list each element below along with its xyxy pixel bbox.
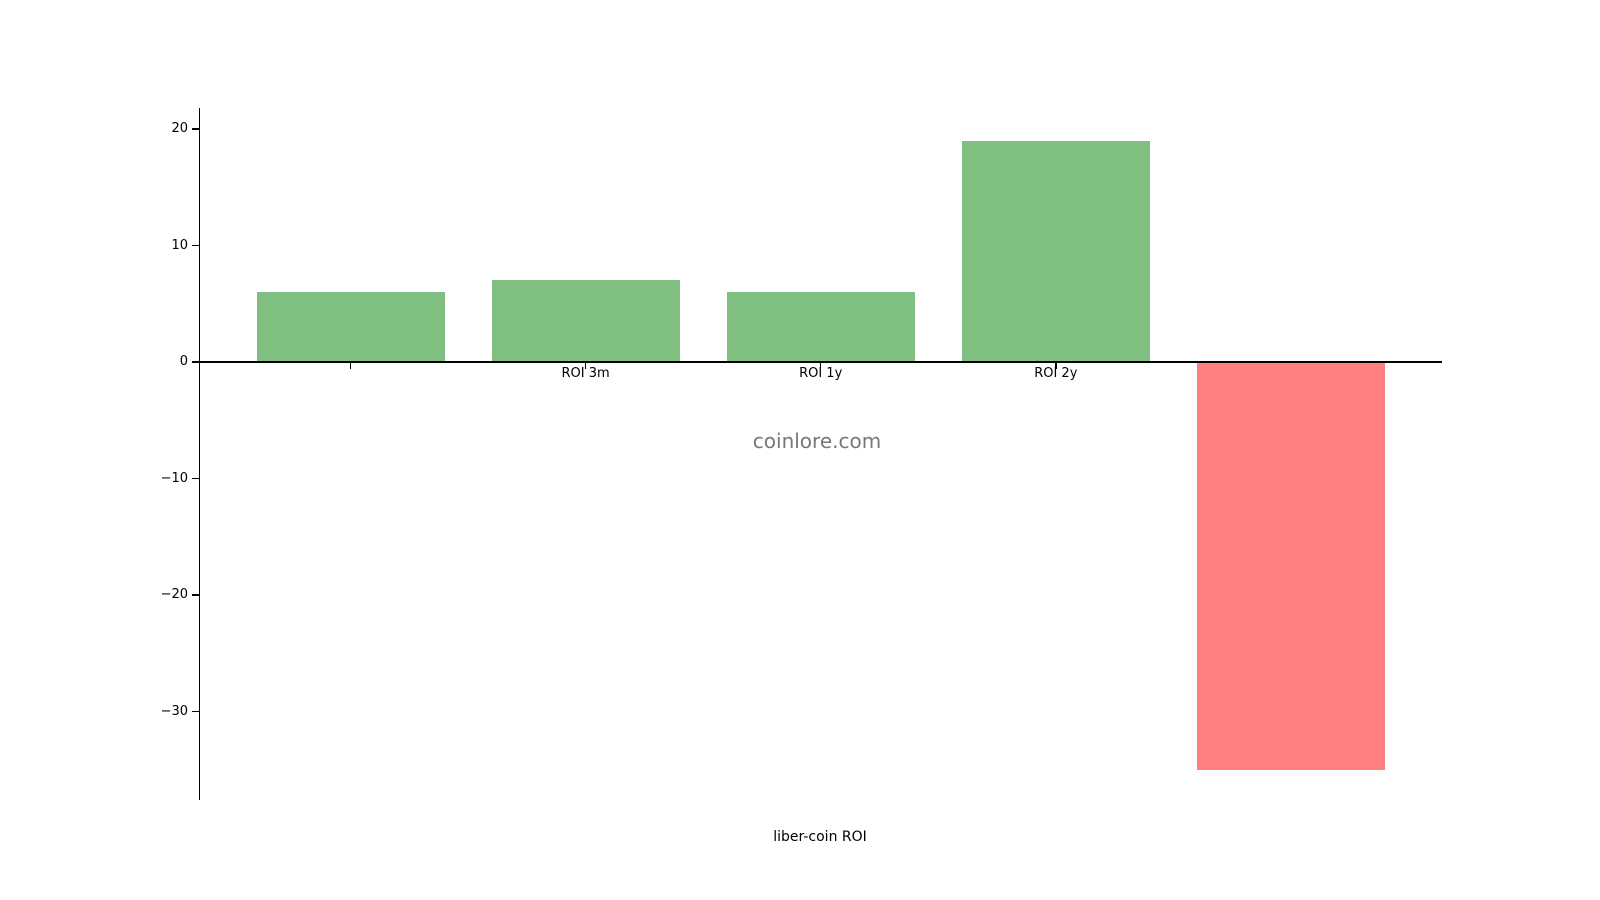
y-tick-mark xyxy=(192,244,199,247)
y-tick-label: −30 xyxy=(160,703,188,719)
bar-unlabeled-4 xyxy=(1196,361,1385,770)
bar-ROI 1y xyxy=(726,292,915,362)
x-axis-zero-line xyxy=(199,361,1442,363)
x-tick-mark xyxy=(584,361,587,369)
y-tick-mark xyxy=(192,361,199,363)
x-tick-mark xyxy=(349,361,352,369)
y-axis-spine xyxy=(198,108,200,800)
y-tick-mark xyxy=(192,477,199,480)
x-tick-label: ROI 2y xyxy=(1034,366,1078,381)
x-tick-mark xyxy=(1055,361,1057,369)
watermark: coinlore.com xyxy=(752,429,882,453)
y-tick-mark xyxy=(192,710,199,713)
y-tick-label: 10 xyxy=(171,237,188,253)
y-tick-label: −20 xyxy=(160,587,188,603)
bar-ROI 3m xyxy=(491,280,680,362)
y-tick-label: −10 xyxy=(160,470,188,486)
y-tick-mark xyxy=(192,128,199,130)
bar-unlabeled-0 xyxy=(256,292,445,362)
x-tick-label: ROI 1y xyxy=(799,366,843,381)
x-tick-label: ROI 3m xyxy=(561,366,610,381)
x-tick-mark xyxy=(819,361,822,369)
x-axis-label: liber-coin ROI xyxy=(773,829,867,845)
bar-ROI 2y xyxy=(961,140,1150,362)
y-tick-mark xyxy=(192,594,199,596)
y-tick-label: 0 xyxy=(179,354,188,370)
y-tick-label: 20 xyxy=(171,121,188,137)
